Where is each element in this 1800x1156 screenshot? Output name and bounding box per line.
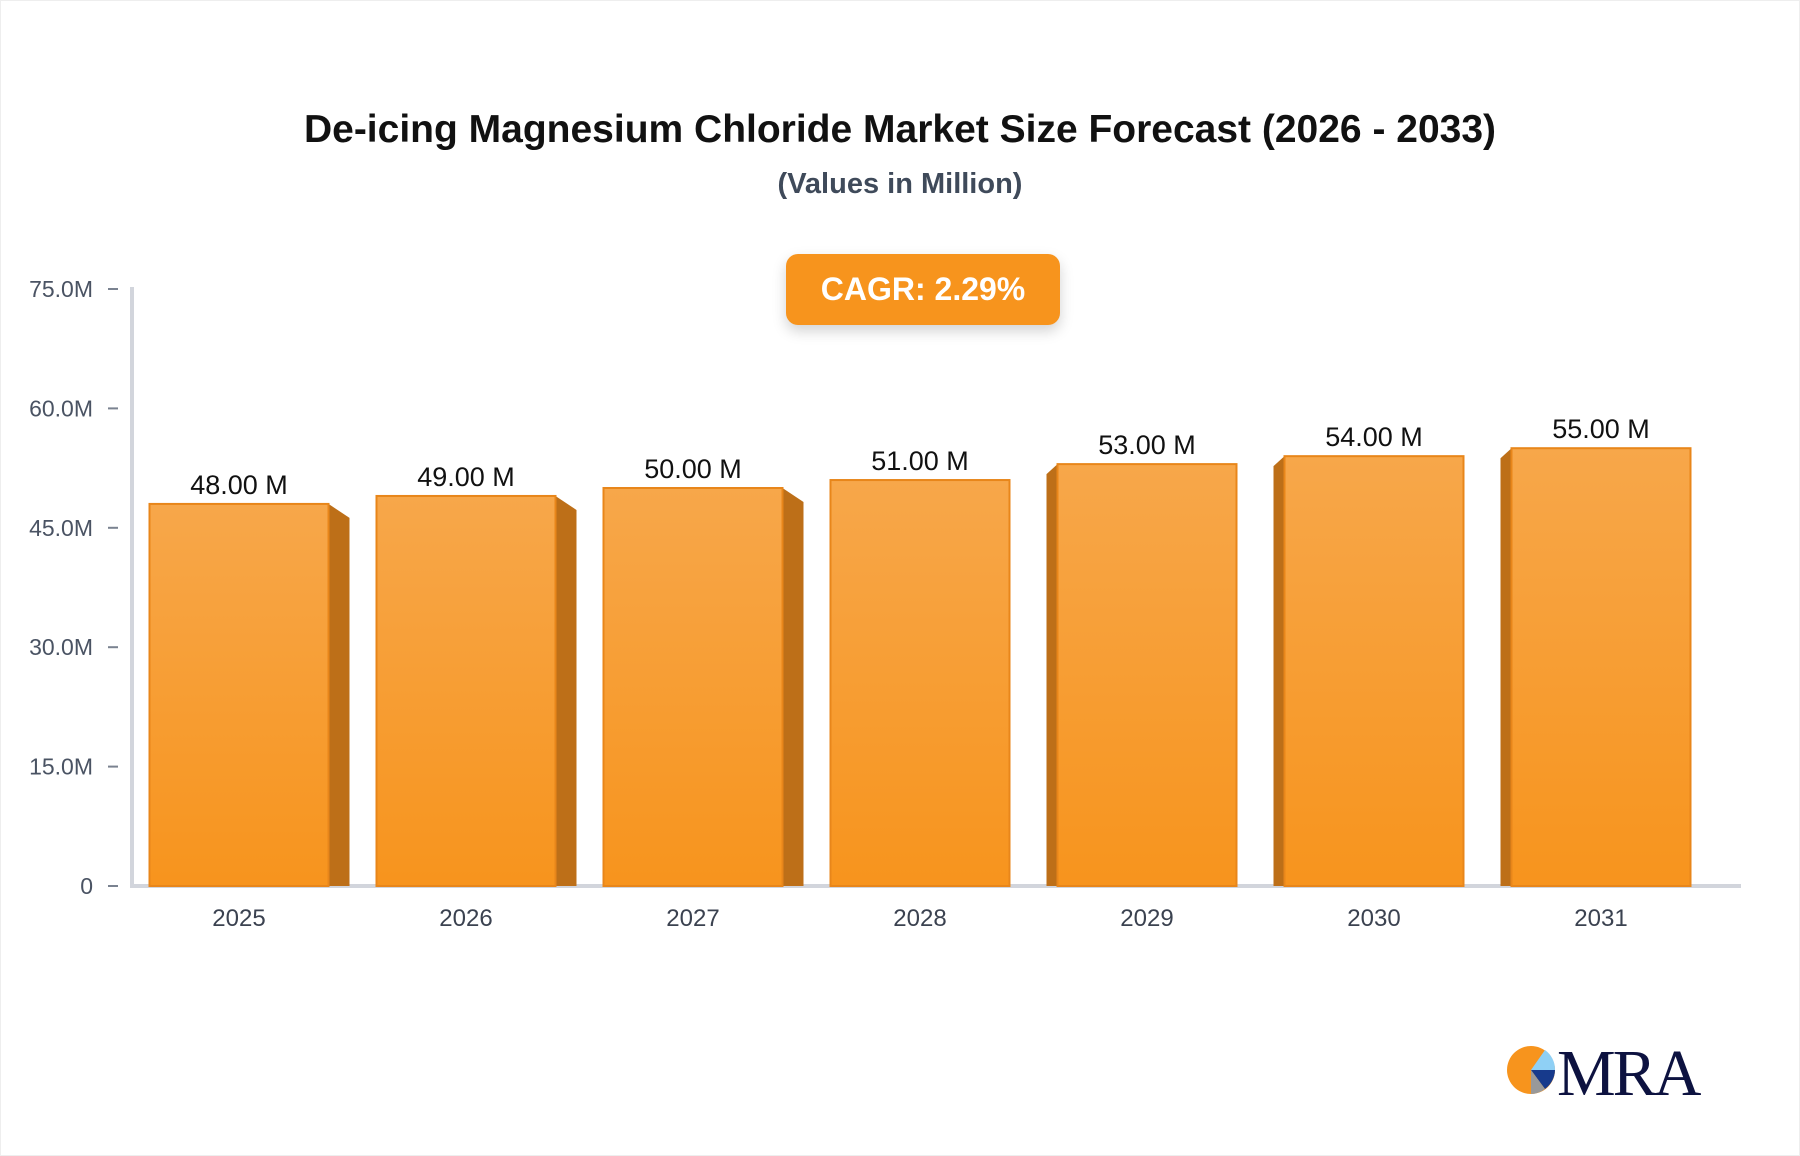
x-tick-label: 2031 — [1574, 905, 1627, 932]
bar-2027 — [602, 487, 784, 887]
bar-2028 — [829, 479, 1011, 887]
bar-2029 — [1056, 463, 1238, 887]
bar-side-face — [1046, 464, 1058, 886]
bar-2030 — [1283, 455, 1465, 887]
bar-side-face — [328, 503, 350, 886]
y-tick-label: 15.0M — [29, 754, 93, 780]
bar-2025 — [148, 502, 330, 887]
x-tick-label: 2028 — [893, 905, 946, 932]
x-tick-label: 2029 — [1120, 905, 1173, 932]
data-label: 51.00 M — [871, 446, 969, 476]
x-tick-label: 2025 — [212, 905, 265, 932]
y-tick-label: 0 — [80, 873, 93, 899]
data-label: 54.00 M — [1325, 422, 1423, 452]
pie-logo-icon — [1507, 1046, 1556, 1094]
bar-side-face — [555, 495, 577, 886]
data-label: 55.00 M — [1552, 414, 1650, 444]
y-tick-label: 30.0M — [29, 634, 93, 660]
bar-2031 — [1510, 447, 1692, 887]
x-tick-label: 2030 — [1347, 905, 1400, 932]
x-tick-label: 2027 — [666, 905, 719, 932]
bar-2026 — [375, 494, 557, 887]
cagr-badge: CAGR: 2.29% — [786, 254, 1060, 325]
mra-logo: MRA — [1505, 1037, 1701, 1110]
bar-side-face — [1273, 456, 1285, 886]
bar-side-face — [782, 488, 804, 886]
y-tick-label: 60.0M — [29, 395, 93, 421]
chart-title: De-icing Magnesium Chloride Market Size … — [303, 108, 1497, 151]
y-tick-label: 75.0M — [29, 276, 93, 302]
y-tick-label: 45.0M — [29, 515, 93, 541]
x-tick-label: 2026 — [439, 905, 492, 932]
data-label: 53.00 M — [1098, 430, 1196, 460]
bar-side-face — [1500, 448, 1512, 886]
data-label: 49.00 M — [417, 462, 515, 492]
data-label: 48.00 M — [190, 470, 288, 500]
logo-text: MRA — [1557, 1037, 1701, 1110]
data-label: 50.00 M — [644, 454, 742, 484]
chart-subtitle: (Values in Million) — [777, 168, 1023, 200]
